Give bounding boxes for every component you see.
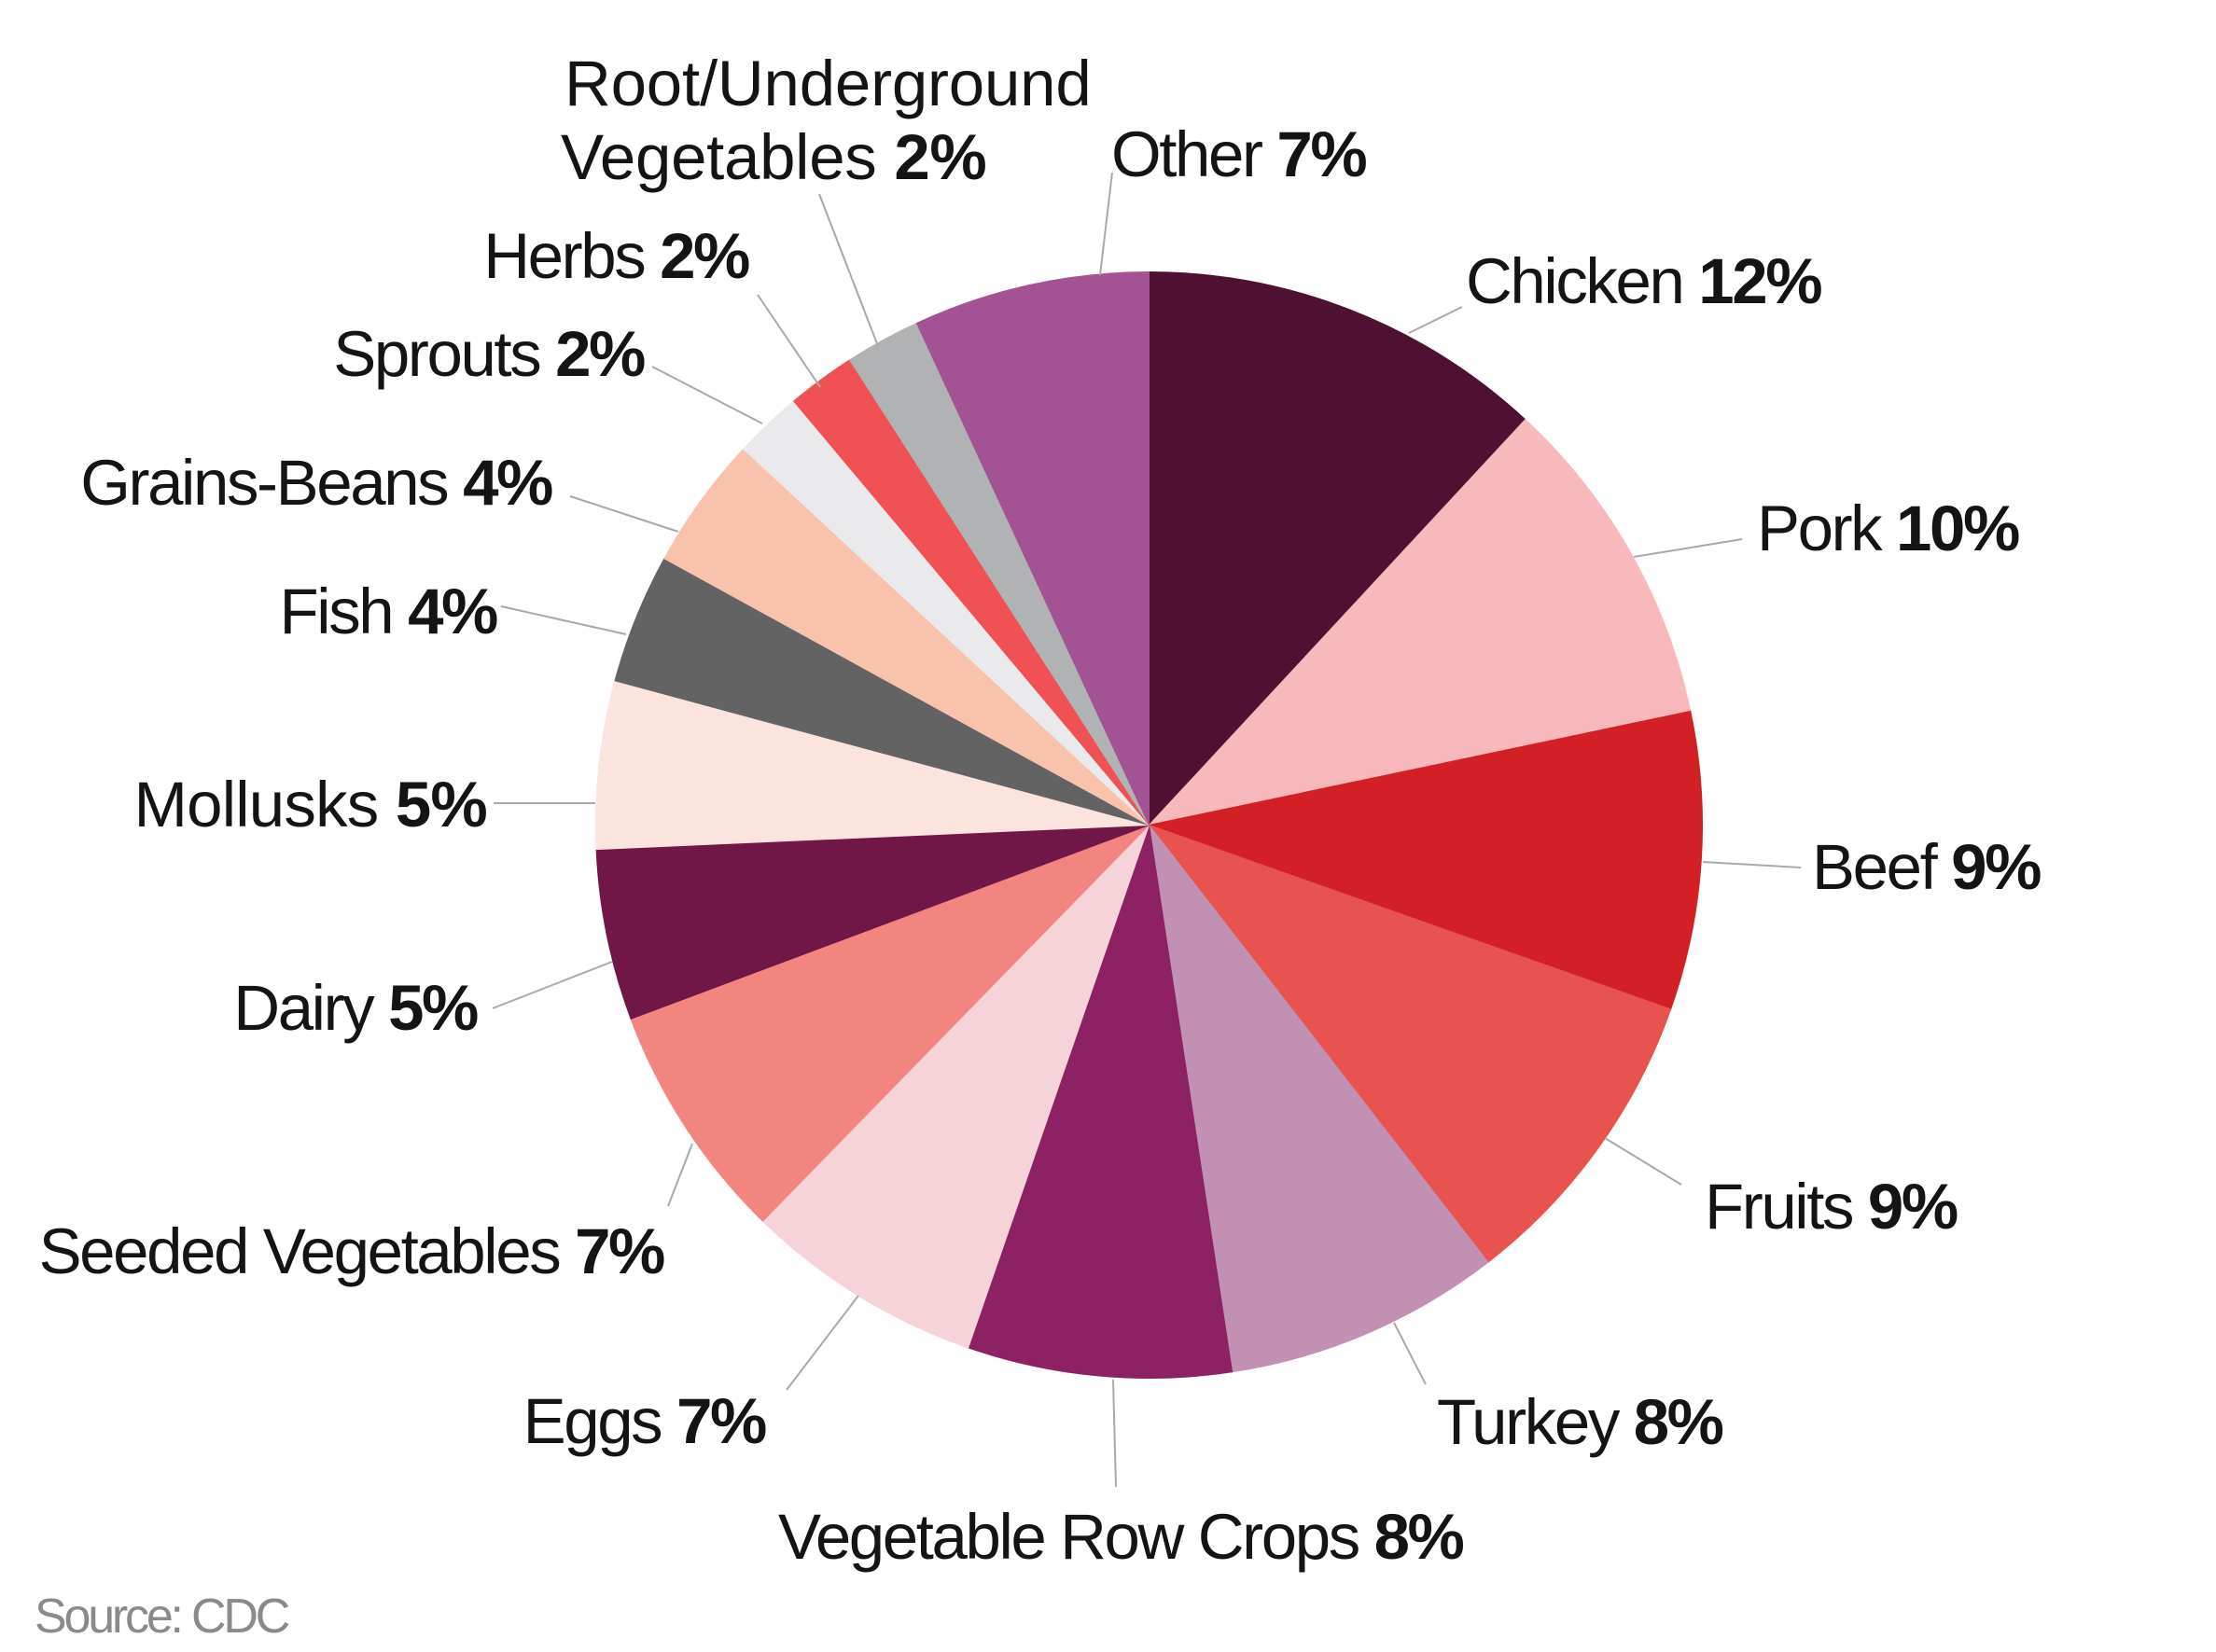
svg-text:Herbs 2%: Herbs 2% (483, 220, 749, 292)
svg-text:Fruits 9%: Fruits 9% (1705, 1171, 1958, 1242)
svg-text:Seeded Vegetables 7%: Seeded Vegetables 7% (39, 1215, 664, 1287)
svg-text:Chicken 12%: Chicken 12% (1466, 245, 1821, 317)
svg-text:Other 7%: Other 7% (1111, 118, 1366, 190)
svg-text:Dairy 5%: Dairy 5% (233, 972, 478, 1044)
svg-text:Beef 9%: Beef 9% (1812, 831, 2041, 903)
svg-text:Grains-Beans 4%: Grains-Beans 4% (80, 447, 552, 519)
svg-text:Pork 10%: Pork 10% (1757, 493, 2019, 564)
svg-text:Fish 4%: Fish 4% (280, 576, 498, 647)
svg-text:Source: CDC: Source: CDC (35, 1590, 289, 1644)
svg-text:Turkey 8%: Turkey 8% (1437, 1386, 1723, 1458)
svg-text:Eggs 7%: Eggs 7% (523, 1385, 766, 1457)
svg-text:Vegetable Row Crops 8%: Vegetable Row Crops 8% (778, 1501, 1464, 1573)
svg-text:Root/Underground: Root/Underground (564, 48, 1092, 119)
svg-text:Sprouts 2%: Sprouts 2% (333, 318, 645, 390)
svg-text:Mollusks 5%: Mollusks 5% (134, 769, 488, 840)
svg-text:Vegetables 2%: Vegetables 2% (561, 121, 986, 193)
